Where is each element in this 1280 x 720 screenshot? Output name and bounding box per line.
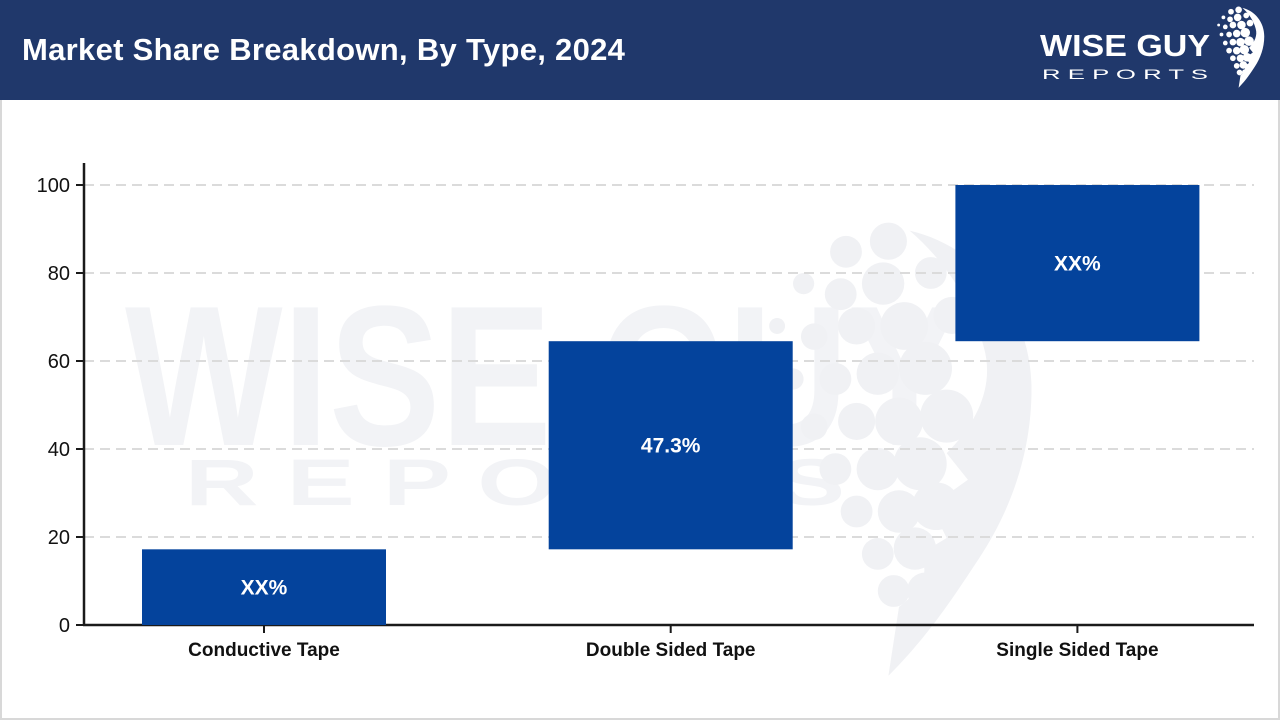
wiseguy-logo: WISE GUY R E P O R T S <box>1040 6 1265 88</box>
page-title: Market Share Breakdown, By Type, 2024 <box>22 32 626 67</box>
bar-3 <box>955 185 1200 342</box>
bar-2 <box>548 341 793 550</box>
bar-value-label: XX% <box>241 577 288 600</box>
y-tick-label: 0 <box>59 615 70 637</box>
logo-face-icon <box>1217 6 1265 88</box>
category-label: Conductive Tape <box>188 640 340 661</box>
header-bar: Market Share Breakdown, By Type, 2024 WI… <box>0 0 1280 100</box>
y-tick-label: 100 <box>37 175 70 197</box>
bar-1 <box>142 549 386 625</box>
y-tick-label: 20 <box>48 527 70 549</box>
bar-value-label: 47.3% <box>641 435 701 458</box>
logo-wordmark: WISE GUY <box>1040 28 1210 63</box>
y-tick-label: 80 <box>48 263 70 285</box>
category-label: Single Sided Tape <box>996 640 1158 661</box>
logo-subtext: R E P O R T S <box>1042 66 1208 82</box>
y-tick-label: 60 <box>48 351 70 373</box>
bar-chart: 0 20 40 60 80 100 Conductive Tape Double Sided … <box>37 163 1254 661</box>
y-tick-label: 40 <box>48 439 70 461</box>
bar-value-label: XX% <box>1054 252 1101 275</box>
category-label: Double Sided Tape <box>586 640 756 661</box>
